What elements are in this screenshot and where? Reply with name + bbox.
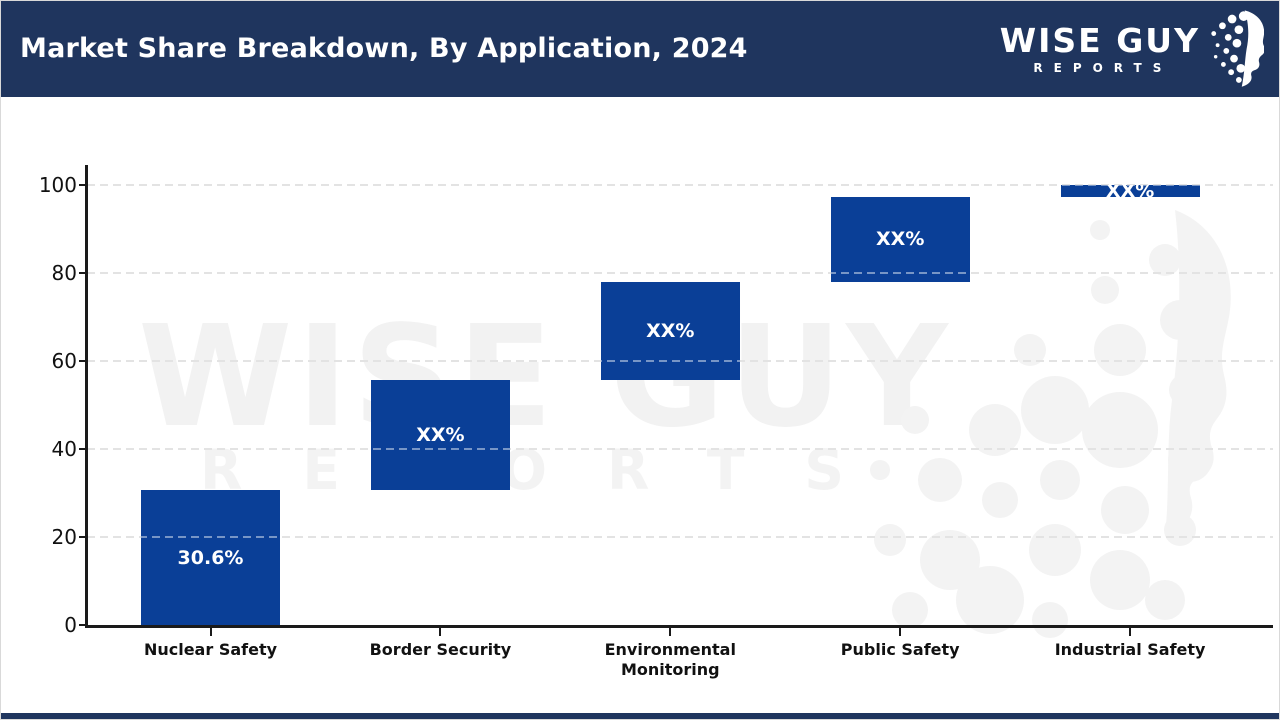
bar-segment: XX% xyxy=(370,379,510,491)
x-axis-tick xyxy=(1129,628,1132,636)
y-axis-tick xyxy=(79,360,87,362)
gridline-overlay xyxy=(87,360,1273,362)
brand-subname: REPORTS xyxy=(1033,61,1173,75)
x-axis-tick xyxy=(439,628,442,636)
x-axis-category-label: Nuclear Safety xyxy=(143,640,278,659)
header-bar: Market Share Breakdown, By Application, … xyxy=(0,0,1280,97)
y-axis-tick xyxy=(79,272,87,274)
y-axis-tick-label: 60 xyxy=(51,349,77,373)
gridline xyxy=(87,536,1273,538)
bar-segment: XX% xyxy=(1060,185,1200,197)
bar-value-label: XX% xyxy=(876,228,925,251)
y-axis-tick xyxy=(79,624,87,626)
footer-bar xyxy=(0,713,1280,720)
y-axis-tick-label: 80 xyxy=(51,261,77,285)
gridline-overlay xyxy=(87,536,1273,538)
bar-segment: XX% xyxy=(830,196,970,282)
y-axis-tick-label: 20 xyxy=(51,525,77,549)
x-axis-category-label: Environmental Monitoring xyxy=(604,640,736,679)
x-axis-category-label: Border Security xyxy=(369,640,512,659)
chart-title: Market Share Breakdown, By Application, … xyxy=(20,33,748,64)
bar-value-label: XX% xyxy=(646,319,695,342)
y-axis-line xyxy=(85,165,88,628)
x-axis-line xyxy=(87,625,1273,628)
bar-segment: 30.6% xyxy=(141,490,280,625)
y-axis-tick-label: 100 xyxy=(38,173,77,197)
gridline xyxy=(87,184,1273,186)
y-axis-tick-label: 40 xyxy=(51,437,77,461)
gridline xyxy=(87,448,1273,450)
watermark-face-icon xyxy=(870,210,1231,638)
x-axis-tick xyxy=(899,628,902,636)
gridline-overlay xyxy=(87,184,1273,186)
bar-value-label: XX% xyxy=(416,424,465,447)
gridline-overlay xyxy=(87,272,1273,274)
x-axis-category-label: Public Safety xyxy=(840,640,960,659)
y-axis-tick xyxy=(79,536,87,538)
bar-value-label: 30.6% xyxy=(177,546,244,569)
x-axis-tick xyxy=(209,628,212,636)
gridline xyxy=(87,272,1273,274)
y-axis-tick xyxy=(79,184,87,186)
brand-name: WISE GUY xyxy=(999,21,1200,60)
y-axis-tick xyxy=(79,448,87,450)
brand-logo-text: WISE GUY REPORTS xyxy=(999,21,1200,76)
x-axis-tick xyxy=(669,628,672,636)
bar-value-label: XX% xyxy=(1105,185,1155,197)
y-axis-tick-label: 0 xyxy=(64,613,77,637)
bar-segment: XX% xyxy=(600,281,740,380)
x-axis-category-label: Industrial Safety xyxy=(1054,640,1206,659)
brand-logo: WISE GUY REPORTS xyxy=(1000,8,1264,90)
watermark-text-wise-guy: WISE GUY xyxy=(138,296,952,459)
brand-face-icon xyxy=(1211,10,1264,87)
gridline-overlay xyxy=(87,448,1273,450)
